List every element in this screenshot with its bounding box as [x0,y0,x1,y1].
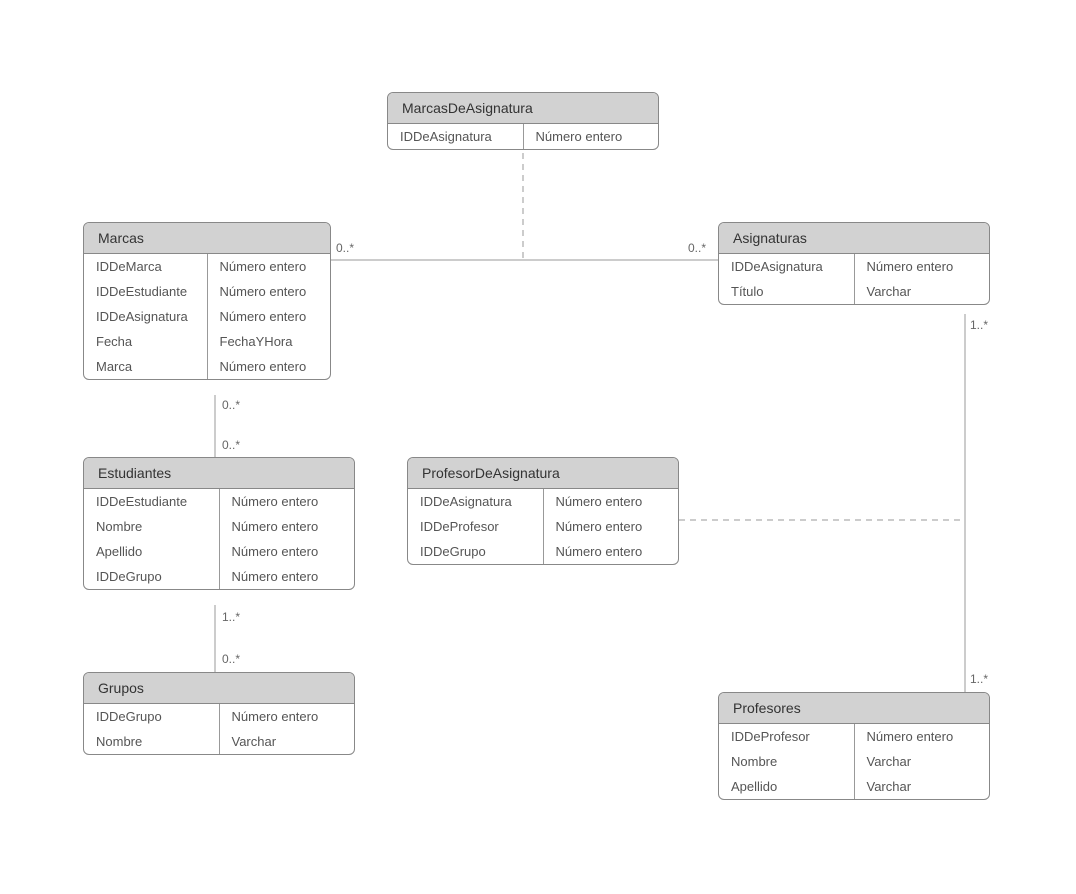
attr-type: Número entero [544,514,679,539]
attr-type: Número entero [855,254,990,279]
attr-types: Número enteroNúmero enteroNúmero enteroF… [208,254,331,379]
multiplicity-label: 0..* [222,652,240,666]
multiplicity-label: 1..* [222,610,240,624]
attr-name: Apellido [84,539,219,564]
attr-type: Número entero [544,539,679,564]
attr-types: Número enteroNúmero enteroNúmero entero [544,489,679,564]
attr-names: IDDeProfesorNombreApellido [719,724,855,799]
attr-name: IDDeEstudiante [84,489,219,514]
attr-types: Número enteroVarchar [220,704,355,754]
entity-marcas-de-asignatura: MarcasDeAsignatura IDDeAsignatura Número… [387,92,659,150]
attr-names: IDDeMarcaIDDeEstudianteIDDeAsignaturaFec… [84,254,208,379]
attr-type: Varchar [855,774,990,799]
attr-type: Número entero [220,514,355,539]
attr-name: Nombre [719,749,854,774]
attr-name: IDDeAsignatura [84,304,207,329]
entity-header: Marcas [84,223,330,254]
attr-name: IDDeMarca [84,254,207,279]
attr-types: Número enteroNúmero enteroNúmero enteroN… [220,489,355,589]
attr-name: IDDeAsignatura [408,489,543,514]
attr-type: FechaYHora [208,329,331,354]
multiplicity-label: 1..* [970,318,988,332]
entity-body: IDDeAsignaturaIDDeProfesorIDDeGrupo Núme… [408,489,678,564]
entity-header: Estudiantes [84,458,354,489]
attr-type: Número entero [208,254,331,279]
attr-type: Número entero [220,489,355,514]
entity-header: Profesores [719,693,989,724]
attr-name: Marca [84,354,207,379]
entity-marcas: Marcas IDDeMarcaIDDeEstudianteIDDeAsigna… [83,222,331,380]
attr-type: Varchar [220,729,355,754]
attr-names: IDDeAsignaturaTítulo [719,254,855,304]
attr-name: IDDeProfesor [408,514,543,539]
attr-name: Nombre [84,514,219,539]
attr-name: IDDeAsignatura [719,254,854,279]
multiplicity-label: 0..* [222,438,240,452]
multiplicity-label: 0..* [222,398,240,412]
attr-name: IDDeEstudiante [84,279,207,304]
entity-body: IDDeMarcaIDDeEstudianteIDDeAsignaturaFec… [84,254,330,379]
attr-type: Número entero [524,124,659,149]
attr-name: Apellido [719,774,854,799]
attr-names: IDDeAsignaturaIDDeProfesorIDDeGrupo [408,489,544,564]
attr-name: IDDeProfesor [719,724,854,749]
attr-name: IDDeGrupo [84,704,219,729]
entity-header: MarcasDeAsignatura [388,93,658,124]
multiplicity-label: 1..* [970,672,988,686]
attr-name: Título [719,279,854,304]
entity-profesor-de-asignatura: ProfesorDeAsignatura IDDeAsignaturaIDDeP… [407,457,679,565]
attr-types: Número enteroVarchar [855,254,990,304]
entity-body: IDDeAsignatura Número entero [388,124,658,149]
entity-body: IDDeGrupoNombre Número enteroVarchar [84,704,354,754]
entity-estudiantes: Estudiantes IDDeEstudianteNombreApellido… [83,457,355,590]
attr-type: Número entero [544,489,679,514]
entity-header: ProfesorDeAsignatura [408,458,678,489]
attr-type: Número entero [208,354,331,379]
attr-names: IDDeGrupoNombre [84,704,220,754]
attr-name: Nombre [84,729,219,754]
attr-type: Varchar [855,279,990,304]
attr-types: Número enteroVarcharVarchar [855,724,990,799]
entity-grupos: Grupos IDDeGrupoNombre Número enteroVarc… [83,672,355,755]
multiplicity-label: 0..* [688,241,706,255]
entity-asignaturas: Asignaturas IDDeAsignaturaTítulo Número … [718,222,990,305]
attr-type: Número entero [208,304,331,329]
attr-type: Número entero [220,704,355,729]
attr-names: IDDeAsignatura [388,124,524,149]
attr-type: Número entero [855,724,990,749]
attr-name: IDDeGrupo [408,539,543,564]
attr-name: IDDeGrupo [84,564,219,589]
attr-name: Fecha [84,329,207,354]
diagram-canvas: MarcasDeAsignatura IDDeAsignatura Número… [0,0,1076,894]
entity-profesores: Profesores IDDeProfesorNombreApellido Nú… [718,692,990,800]
entity-header: Asignaturas [719,223,989,254]
attr-type: Número entero [208,279,331,304]
attr-names: IDDeEstudianteNombreApellidoIDDeGrupo [84,489,220,589]
attr-types: Número entero [524,124,659,149]
attr-name: IDDeAsignatura [388,124,523,149]
attr-type: Número entero [220,539,355,564]
multiplicity-label: 0..* [336,241,354,255]
entity-body: IDDeProfesorNombreApellido Número entero… [719,724,989,799]
entity-body: IDDeEstudianteNombreApellidoIDDeGrupo Nú… [84,489,354,589]
attr-type: Varchar [855,749,990,774]
attr-type: Número entero [220,564,355,589]
entity-header: Grupos [84,673,354,704]
entity-body: IDDeAsignaturaTítulo Número enteroVarcha… [719,254,989,304]
